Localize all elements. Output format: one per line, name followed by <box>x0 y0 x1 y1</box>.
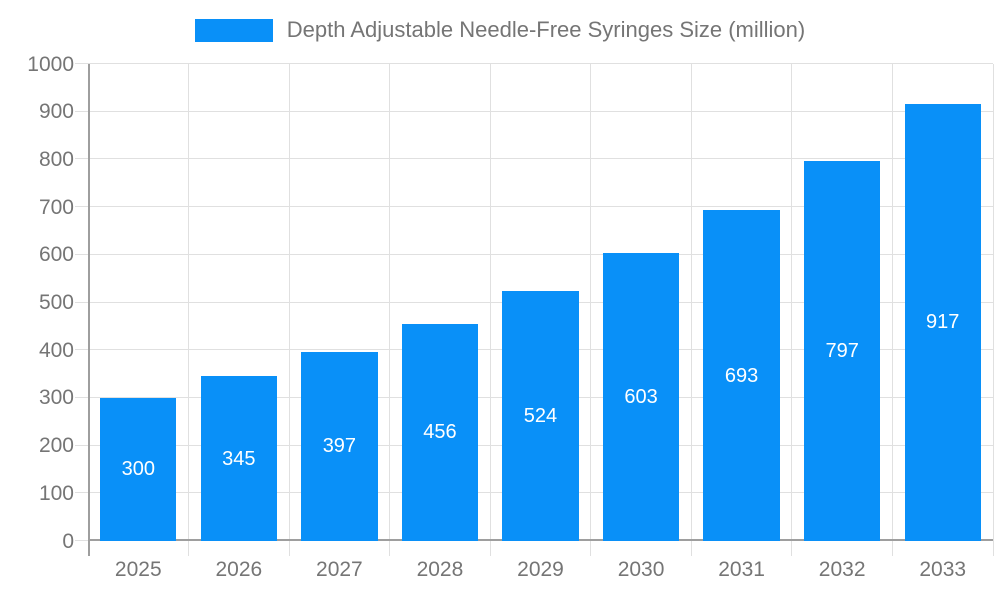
x-axis-tick-label: 2029 <box>517 558 564 581</box>
gridline-horizontal <box>75 158 993 160</box>
x-axis-tick-label: 2027 <box>316 558 363 581</box>
bar-value-label: 693 <box>724 364 759 387</box>
bar-value-label: 345 <box>222 447 256 470</box>
bar: 456 <box>401 323 479 541</box>
y-axis-tick-label: 1000 <box>27 52 74 76</box>
bar-value-label: 300 <box>121 458 155 481</box>
bar-value-label: 917 <box>926 311 960 334</box>
bar: 917 <box>904 103 981 541</box>
bar: 345 <box>200 376 278 541</box>
gridline-horizontal <box>75 206 993 208</box>
bar-value-label: 524 <box>523 405 558 428</box>
bar: 524 <box>502 291 579 541</box>
y-axis-tick-label: 700 <box>38 195 74 219</box>
gridline-horizontal <box>75 110 993 112</box>
bar-value-label: 456 <box>423 421 457 444</box>
x-axis-tick-label: 2033 <box>919 558 967 581</box>
gridline-vertical <box>188 64 190 556</box>
legend-label[interactable]: Depth Adjustable Needle-Free Syringes Si… <box>286 17 806 42</box>
gridline-vertical <box>992 64 994 556</box>
gridline-vertical <box>489 64 491 556</box>
bar-value-label: 397 <box>322 435 357 458</box>
gridline-vertical <box>288 64 290 556</box>
y-axis-tick-label: 200 <box>38 434 74 458</box>
x-axis-tick-label: 2032 <box>818 558 866 581</box>
y-axis-tick-label: 300 <box>38 386 74 410</box>
gridline-vertical <box>590 64 592 556</box>
bar: 397 <box>301 351 378 541</box>
legend-swatch[interactable] <box>194 18 273 42</box>
gridline-horizontal <box>75 253 993 255</box>
y-axis-line <box>88 64 90 556</box>
gridline-vertical <box>891 64 893 556</box>
x-axis-tick-label: 2025 <box>114 558 162 581</box>
bar: 603 <box>602 253 680 541</box>
bar-value-label: 603 <box>624 386 658 409</box>
y-axis-tick-label: 0 <box>62 529 74 553</box>
gridline-horizontal <box>75 63 993 64</box>
legend[interactable]: Depth Adjustable Needle-Free Syringes Si… <box>0 14 1000 46</box>
bar-value-label: 797 <box>825 339 859 362</box>
gridline-vertical <box>791 64 793 556</box>
x-axis-tick-label: 2031 <box>718 558 765 581</box>
gridline-vertical <box>389 64 391 556</box>
bar: 300 <box>100 397 177 541</box>
y-axis-tick-label: 500 <box>38 291 74 314</box>
y-axis-tick-label: 400 <box>38 338 74 362</box>
bar: 797 <box>803 160 881 541</box>
bar: 693 <box>703 210 780 541</box>
y-axis-tick-label: 800 <box>38 147 74 171</box>
x-axis-tick-label: 2026 <box>215 558 263 581</box>
x-axis-tick-label: 2028 <box>416 558 464 581</box>
y-axis-tick-label: 900 <box>38 100 74 124</box>
gridline-vertical <box>690 64 692 556</box>
y-axis-tick-label: 600 <box>38 243 74 267</box>
plot-area: 0 100 200 300 400 500 600 700 800 900 1000 300 2025 3… <box>27 53 994 581</box>
y-axis-tick-label: 100 <box>38 481 74 505</box>
x-axis-tick-label: 2030 <box>617 558 665 581</box>
